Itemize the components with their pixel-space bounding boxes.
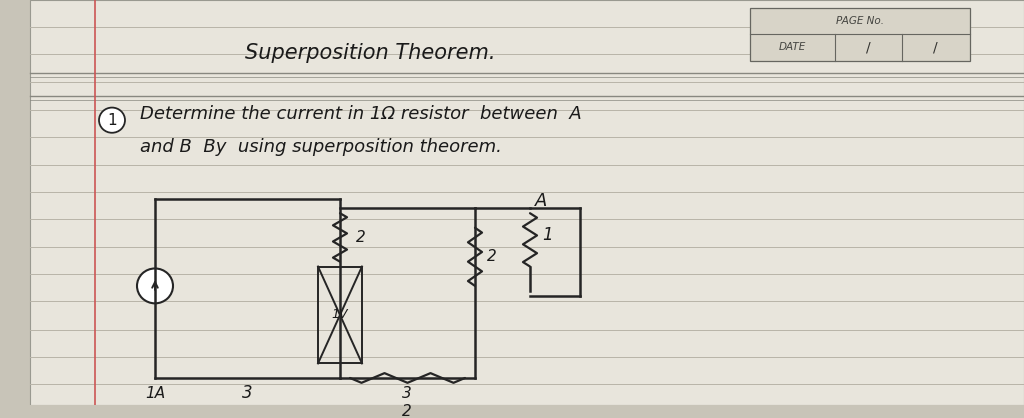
Circle shape xyxy=(137,268,173,303)
Text: 3: 3 xyxy=(242,385,252,403)
Text: 2: 2 xyxy=(487,249,497,264)
Text: /: / xyxy=(933,41,937,54)
Text: 2: 2 xyxy=(356,230,366,245)
Text: /: / xyxy=(865,41,870,54)
Text: Superposition Theorem.: Superposition Theorem. xyxy=(245,43,496,63)
Text: Determine the current in 1Ω resistor  between  A: Determine the current in 1Ω resistor bet… xyxy=(140,105,582,123)
Text: 1A: 1A xyxy=(145,386,165,401)
Text: 2: 2 xyxy=(402,404,412,418)
Text: 1: 1 xyxy=(542,226,553,244)
Text: A: A xyxy=(535,191,548,209)
Text: 1V: 1V xyxy=(332,308,348,321)
Text: PAGE No.: PAGE No. xyxy=(836,16,884,26)
Text: DATE: DATE xyxy=(778,43,806,53)
Text: and B  By  using superposition theorem.: and B By using superposition theorem. xyxy=(140,138,502,156)
Text: 1: 1 xyxy=(108,113,117,127)
Circle shape xyxy=(99,107,125,133)
Text: 3: 3 xyxy=(402,386,412,401)
Bar xyxy=(750,8,970,61)
